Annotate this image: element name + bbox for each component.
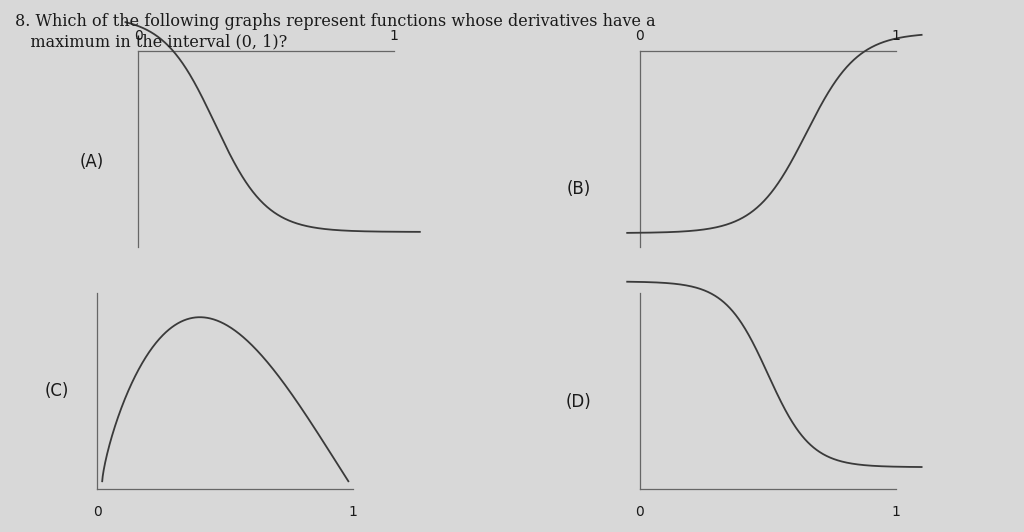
Text: 8. Which of the following graphs represent functions whose derivatives have a
  : 8. Which of the following graphs represe… [15,13,656,50]
Text: 1: 1 [892,29,900,43]
Text: 1: 1 [349,505,357,519]
Text: 1: 1 [390,29,398,43]
Text: 0: 0 [636,29,644,43]
Text: 0: 0 [93,505,101,519]
Text: (B): (B) [566,180,591,198]
Text: 0: 0 [636,505,644,519]
Text: (A): (A) [80,153,104,171]
Text: 0: 0 [134,29,142,43]
Text: (D): (D) [565,393,592,411]
Text: 1: 1 [892,505,900,519]
Text: (C): (C) [44,382,69,400]
